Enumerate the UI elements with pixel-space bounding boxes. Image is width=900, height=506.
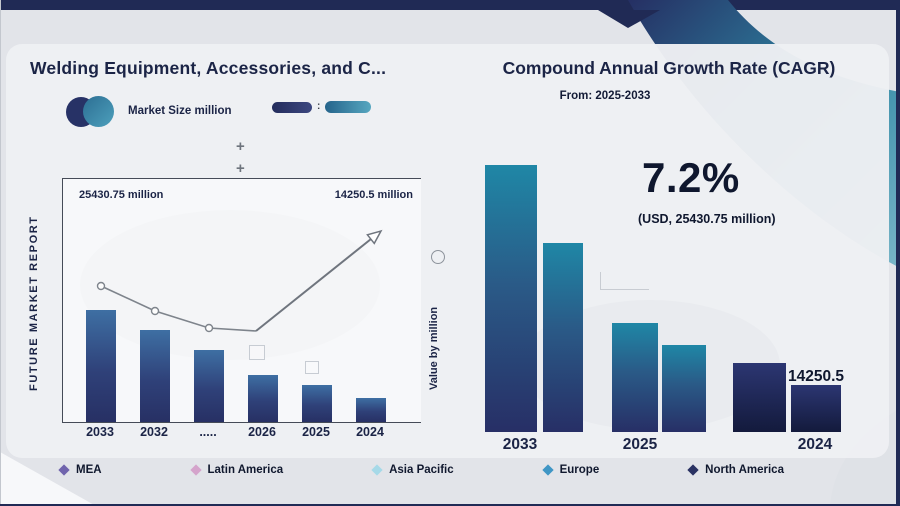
topbar-notch-decoration — [598, 10, 660, 28]
legend-item-asia-pacific: Asia Pacific — [371, 464, 454, 476]
cagr-value: 7.2% — [642, 154, 740, 201]
market-size-bar-2026 — [248, 375, 278, 422]
right-border — [896, 0, 900, 506]
legend-label: North America — [705, 464, 784, 476]
cagr-subtitle: From: 2025-2033 — [559, 90, 651, 102]
plus-icon: + — [236, 138, 245, 155]
cagr-bar-2033-2 — [543, 243, 583, 432]
left-x-label: 2033 — [86, 425, 114, 439]
end-value-label: 14250.5 million — [334, 189, 413, 201]
diamond-icon — [58, 464, 70, 476]
market-size-bar-2032 — [140, 330, 170, 422]
left-x-label: 2025 — [302, 425, 330, 439]
cagr-bar-2024-2 — [791, 385, 841, 432]
step-line-decoration — [600, 272, 649, 290]
pill-separator: : — [317, 101, 321, 112]
cagr-bar-2025-1 — [612, 323, 658, 432]
diamond-icon — [687, 464, 699, 476]
left-border — [0, 0, 1, 506]
teal-pill-icon — [325, 101, 372, 113]
legend-item-north-america: North America — [687, 464, 784, 476]
legend-label: Asia Pacific — [389, 464, 454, 476]
scale-pills: : — [272, 101, 372, 113]
ghost-box-decoration — [305, 361, 319, 374]
cagr-bar-2033-1 — [485, 165, 537, 432]
legend-item-mea: MEA — [58, 464, 102, 476]
market-size-bar-2024 — [356, 398, 386, 422]
cagr-bar-2024-1 — [733, 363, 786, 432]
navy-pill-icon — [272, 101, 312, 113]
bottom-border — [0, 504, 900, 506]
left-x-label: 2024 — [356, 425, 384, 439]
top-navy-bar — [0, 0, 900, 10]
cagr-chart — [470, 165, 870, 432]
region-legend: MEA Latin America Asia Pacific Europe North … — [58, 464, 784, 476]
market-size-bar-2025 — [302, 385, 332, 422]
trend-line-with-arrow — [96, 229, 383, 333]
plus-icon: + — [236, 160, 245, 177]
value-callout: 14250.5 — [788, 368, 845, 385]
cagr-title: Compound Annual Growth Rate (CAGR) — [502, 58, 836, 78]
max-value-label: 25430.75 million — [79, 189, 164, 201]
circle-icon — [431, 250, 445, 264]
legend-label: Europe — [559, 464, 600, 476]
cagr-note: (USD, 25430.75 million) — [638, 212, 776, 226]
market-size-legend-label: Market Size million — [128, 105, 232, 117]
left-x-label: 2026 — [248, 425, 276, 439]
legend-label: MEA — [76, 464, 102, 476]
left-x-label: ..... — [199, 425, 217, 439]
market-size-icon — [66, 96, 116, 128]
bottom-left-decoration — [0, 452, 96, 506]
diamond-icon — [371, 464, 383, 476]
left-chart-title: Welding Equipment, Accessories, and C... — [30, 58, 387, 78]
market-size-bar-2033 — [86, 310, 116, 422]
diamond-icon — [189, 464, 202, 476]
legend-item-latin-america: Latin America — [189, 464, 284, 476]
market-size-chart: 25430.75 million 14250.5 million — [62, 178, 421, 423]
cagr-bar-2025-2 — [662, 345, 706, 432]
value-axis-label: Value by million — [428, 306, 440, 390]
legend-item-europe: Europe — [541, 464, 600, 476]
right-x-label: 2025 — [622, 436, 658, 453]
right-x-label: 2033 — [502, 436, 538, 453]
ghost-box-decoration — [249, 345, 265, 360]
right-x-label: 2024 — [797, 436, 833, 453]
left-x-label: 2032 — [140, 425, 168, 439]
market-size-bar-..... — [194, 350, 224, 422]
diamond-icon — [541, 464, 554, 476]
legend-label: Latin America — [207, 464, 284, 476]
future-market-report-label: FUTURE MARKET REPORT — [28, 215, 40, 391]
